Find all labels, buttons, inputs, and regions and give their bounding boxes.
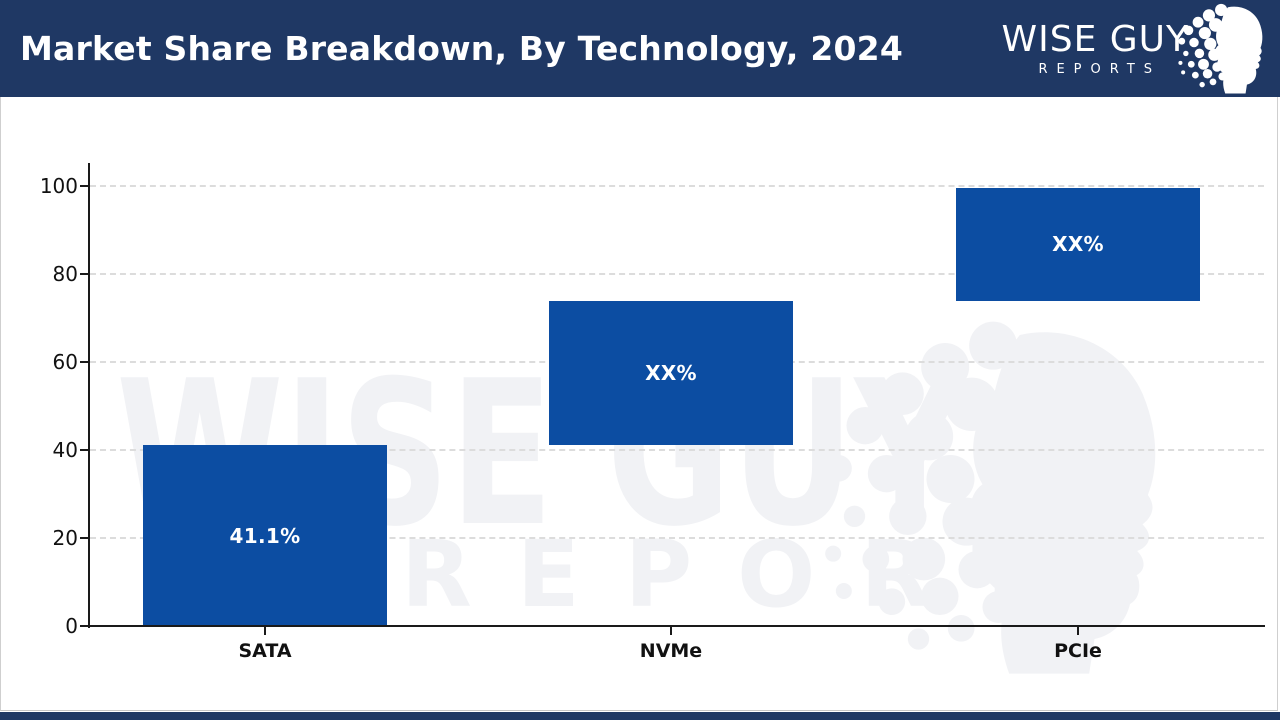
x-tick-sata [264,627,266,635]
y-axis-line [88,163,90,628]
gridline-20 [90,537,1264,539]
y-tick-label-60: 60 [52,350,78,374]
bar-value-label: 41.1% [229,523,301,548]
gridline-80 [90,273,1264,275]
category-label-pcie: PCIe [1054,640,1102,662]
category-label-sata: SATA [238,640,292,662]
bar-pcie: XX% [956,187,1200,301]
plot-area: 41.1% XX% XX% 0 20 40 60 80 100 SATA NVMe PCIe [1,97,1279,711]
gridline-40 [90,449,1264,451]
bar-sata: 41.1% [143,445,387,626]
logo-wordmark: WISE GUY [1001,18,1189,60]
y-tick-100 [80,185,88,187]
header-bar: Market Share Breakdown, By Technology, 2… [0,0,1280,97]
gridline-100 [90,185,1264,187]
chart-figure: WISE GUY REPORTS 41.1% XX% XX% 0 20 40 60 80 100… [0,97,1278,711]
x-tick-nvme [670,627,672,635]
y-tick-label-100: 100 [39,174,78,198]
page-title: Market Share Breakdown, By Technology, 2… [20,29,903,68]
footer-bar [0,712,1280,720]
dotted-head-profile-icon [1178,3,1263,94]
x-axis-line [88,625,1265,627]
y-tick-label-40: 40 [52,438,78,462]
bar-value-label: XX% [645,360,697,385]
y-tick-0 [80,625,88,627]
y-tick-40 [80,449,88,451]
y-tick-60 [80,361,88,363]
y-tick-label-0: 0 [65,614,78,638]
y-tick-80 [80,273,88,275]
y-tick-20 [80,537,88,539]
bar-value-label: XX% [1052,232,1104,257]
bar-nvme: XX% [549,300,793,446]
y-tick-label-20: 20 [52,526,78,550]
y-tick-label-80: 80 [52,262,78,286]
logo-text: WISE GUY REPORTS [1001,18,1190,77]
wise-guy-logo: WISE GUY REPORTS [1001,3,1271,94]
logo-subtitle: REPORTS [1038,61,1162,77]
category-label-nvme: NVMe [639,640,703,662]
x-tick-pcie [1077,627,1079,635]
